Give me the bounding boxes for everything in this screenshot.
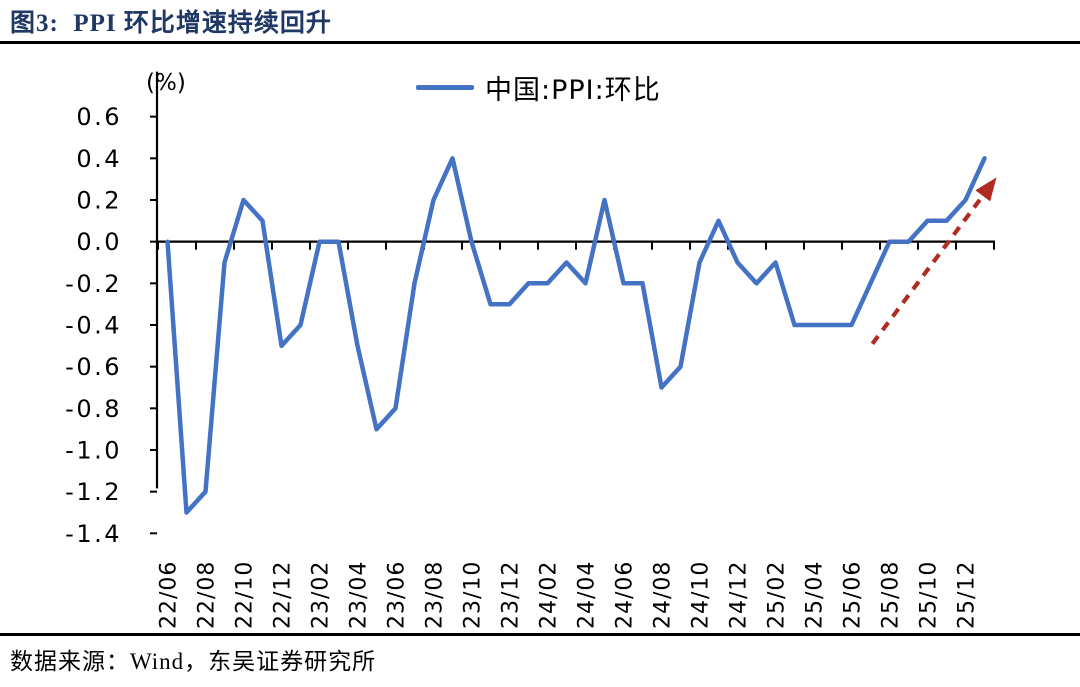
legend-series-label: 中国:PPI:环比	[485, 74, 661, 106]
y-axis-tick-label: -0.8	[65, 395, 122, 423]
x-axis-tick-label: 24/08	[651, 561, 676, 629]
x-axis-tick-label: 22/08	[195, 561, 220, 629]
y-axis-tick-label: 0.4	[76, 145, 122, 173]
y-axis-tick-label: -1.2	[65, 478, 122, 506]
y-axis-tick-label: 0.0	[76, 228, 122, 256]
x-axis-tick-label: 23/10	[461, 561, 486, 629]
x-axis-tick-label: 23/04	[347, 561, 372, 629]
x-axis-tick-label: 22/10	[233, 561, 258, 629]
x-axis-tick-label: 24/12	[727, 561, 752, 629]
x-axis-tick-label: 24/02	[537, 561, 562, 629]
x-axis-tick-label: 23/12	[499, 561, 524, 629]
y-axis-tick-label: 0.6	[76, 103, 122, 131]
x-axis-tick-label: 24/04	[575, 561, 600, 629]
y-axis-unit-label: (%)	[146, 70, 186, 96]
x-axis-tick-label: 23/08	[423, 561, 448, 629]
x-axis-tick-label: 24/06	[613, 561, 638, 629]
legend-line-swatch	[416, 84, 474, 90]
x-axis-tick-label: 22/06	[157, 561, 182, 629]
x-axis-tick-label: 25/02	[765, 561, 790, 629]
ppi-series-line	[165, 156, 987, 515]
y-axis-tick-label: -1.0	[65, 436, 122, 464]
x-axis-tick-label: 25/12	[955, 561, 980, 629]
trend-arrow	[870, 177, 997, 345]
x-axis-tick-label: 25/10	[917, 561, 942, 629]
title-divider-line	[0, 41, 1080, 44]
data-source-note: 数据来源：Wind，东吴证券研究所	[10, 649, 377, 674]
y-axis-tick-label: 0.2	[76, 186, 122, 214]
x-axis-tick-label: 24/10	[689, 561, 714, 629]
chart-legend: 中国:PPI:环比	[416, 72, 661, 106]
x-axis-tick-label: 22/12	[271, 561, 296, 629]
footer-divider-line	[0, 633, 1080, 636]
y-axis-tick-label: -1.4	[65, 520, 122, 548]
x-axis-tick-label: 25/04	[803, 561, 828, 629]
x-axis-tick-label: 25/06	[841, 561, 866, 629]
y-axis-tick-label: -0.4	[65, 311, 122, 339]
x-axis-tick-label: 23/06	[385, 561, 410, 629]
y-axis-tick-label: -0.2	[65, 270, 122, 298]
x-axis-tick-label: 25/08	[879, 561, 904, 629]
y-axis-tick-label: -0.6	[65, 353, 122, 381]
figure-title: 图3: PPI 环比增速持续回升	[10, 10, 332, 37]
x-axis-tick-label: 23/02	[309, 561, 334, 629]
